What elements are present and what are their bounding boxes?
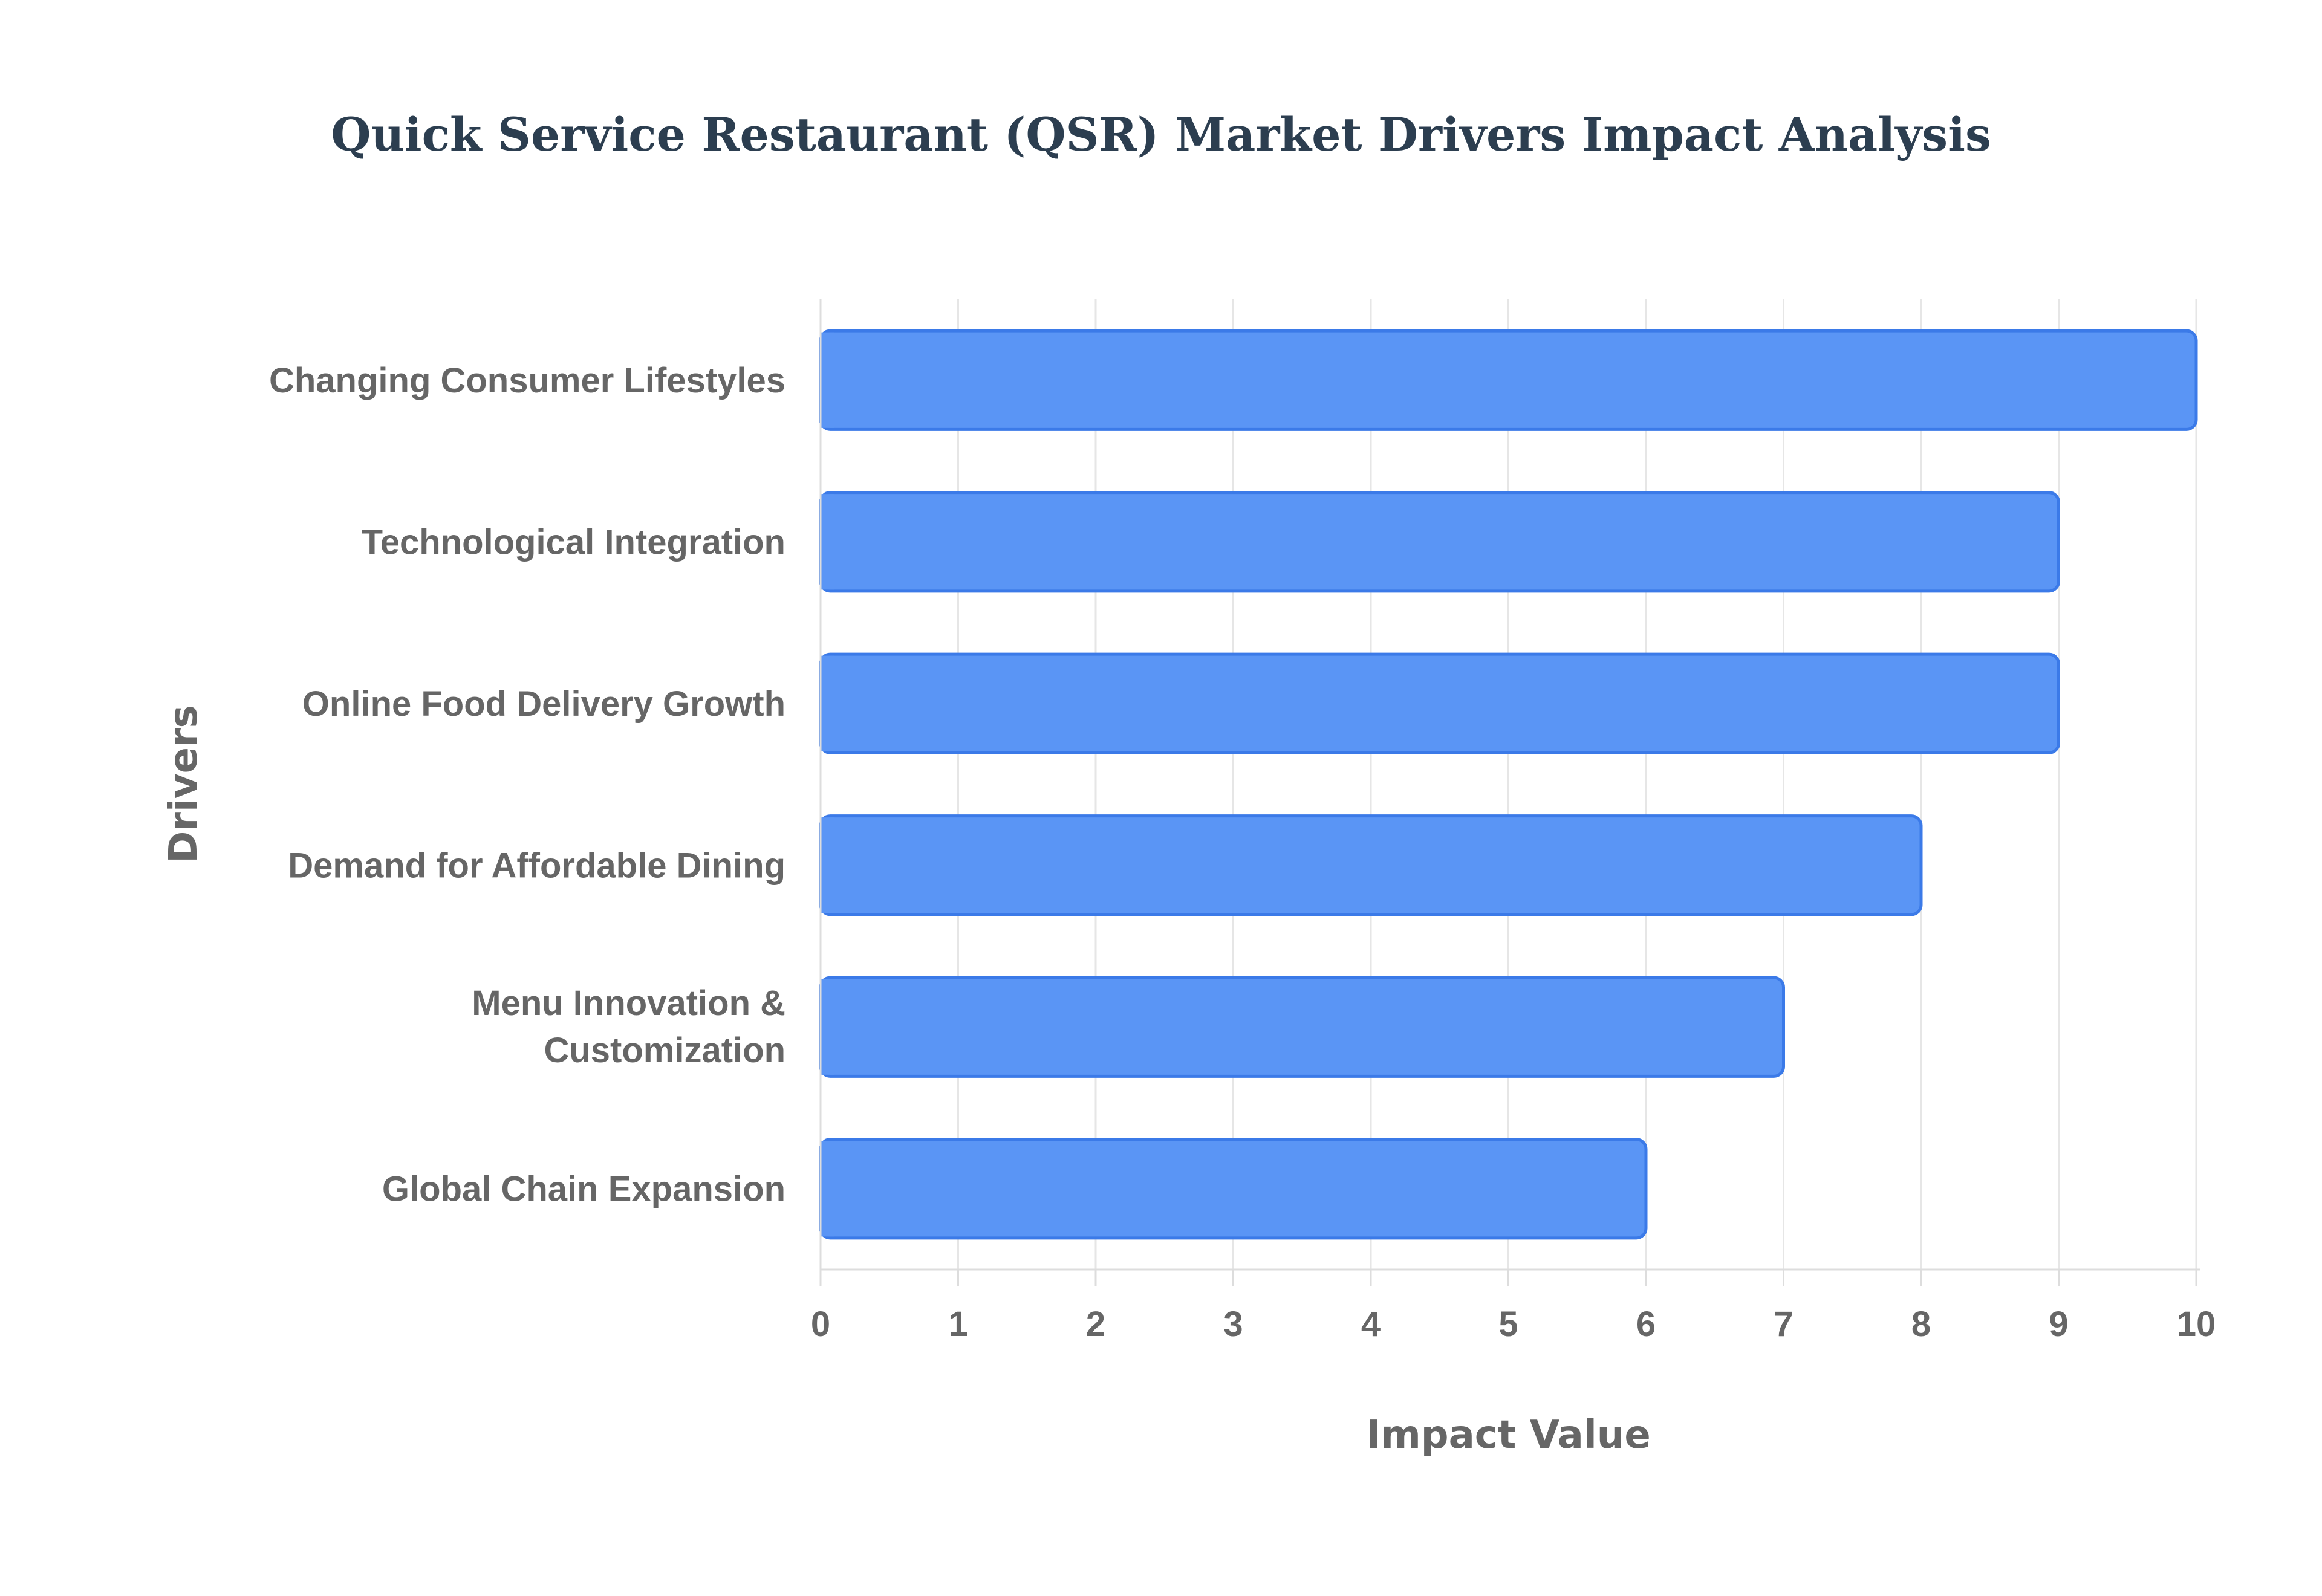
y-tick-label: Menu Innovation & Customization	[472, 984, 785, 1070]
x-tick-label: 7	[1774, 1305, 1793, 1344]
bar	[819, 1138, 1648, 1240]
bar-left-edge	[821, 979, 834, 1075]
bar-left-edge	[821, 332, 834, 428]
bar-left-edge	[821, 1141, 834, 1237]
bar	[819, 491, 2060, 593]
y-tick-label: Online Food Delivery Growth	[302, 684, 785, 724]
bar-left-edge	[821, 494, 834, 590]
grid-lines	[957, 299, 2197, 1270]
bars	[819, 329, 2198, 1240]
x-tick-label: 1	[948, 1305, 968, 1344]
x-tick-label: 5	[1498, 1305, 1518, 1344]
x-tick-label: 8	[1911, 1305, 1931, 1344]
y-tick-label: Technological Integration	[362, 522, 785, 562]
chart-title: Quick Service Restaurant (QSR) Market Dr…	[331, 108, 1991, 161]
y-tick-label: Changing Consumer Lifestyles	[269, 361, 785, 400]
bar	[819, 329, 2198, 431]
x-tick-label: 6	[1636, 1305, 1656, 1344]
bar-left-edge	[821, 817, 834, 913]
bar	[819, 652, 2060, 754]
x-axis-title: Impact Value	[1366, 1413, 1650, 1458]
labels: 0 1 2 3 4 5 6 7 8 9 10 Changing Consumer Lifestyles…	[269, 361, 2216, 1344]
bar	[819, 976, 1785, 1078]
x-tick-label: 3	[1223, 1305, 1243, 1344]
x-tick-label: 10	[2177, 1305, 2216, 1344]
bar	[819, 814, 1923, 916]
bar-left-edge	[821, 655, 834, 751]
x-tick-label: 4	[1361, 1305, 1381, 1344]
y-tick-label: Demand for Affordable Dining	[288, 846, 785, 885]
axes	[819, 299, 2200, 1286]
y-axis-title: Drivers	[161, 705, 206, 863]
x-tick-label: 0	[811, 1305, 830, 1344]
x-tick-label: 9	[2049, 1305, 2068, 1344]
y-tick-label: Global Chain Expansion	[382, 1169, 785, 1208]
x-tick-label: 2	[1086, 1305, 1105, 1344]
